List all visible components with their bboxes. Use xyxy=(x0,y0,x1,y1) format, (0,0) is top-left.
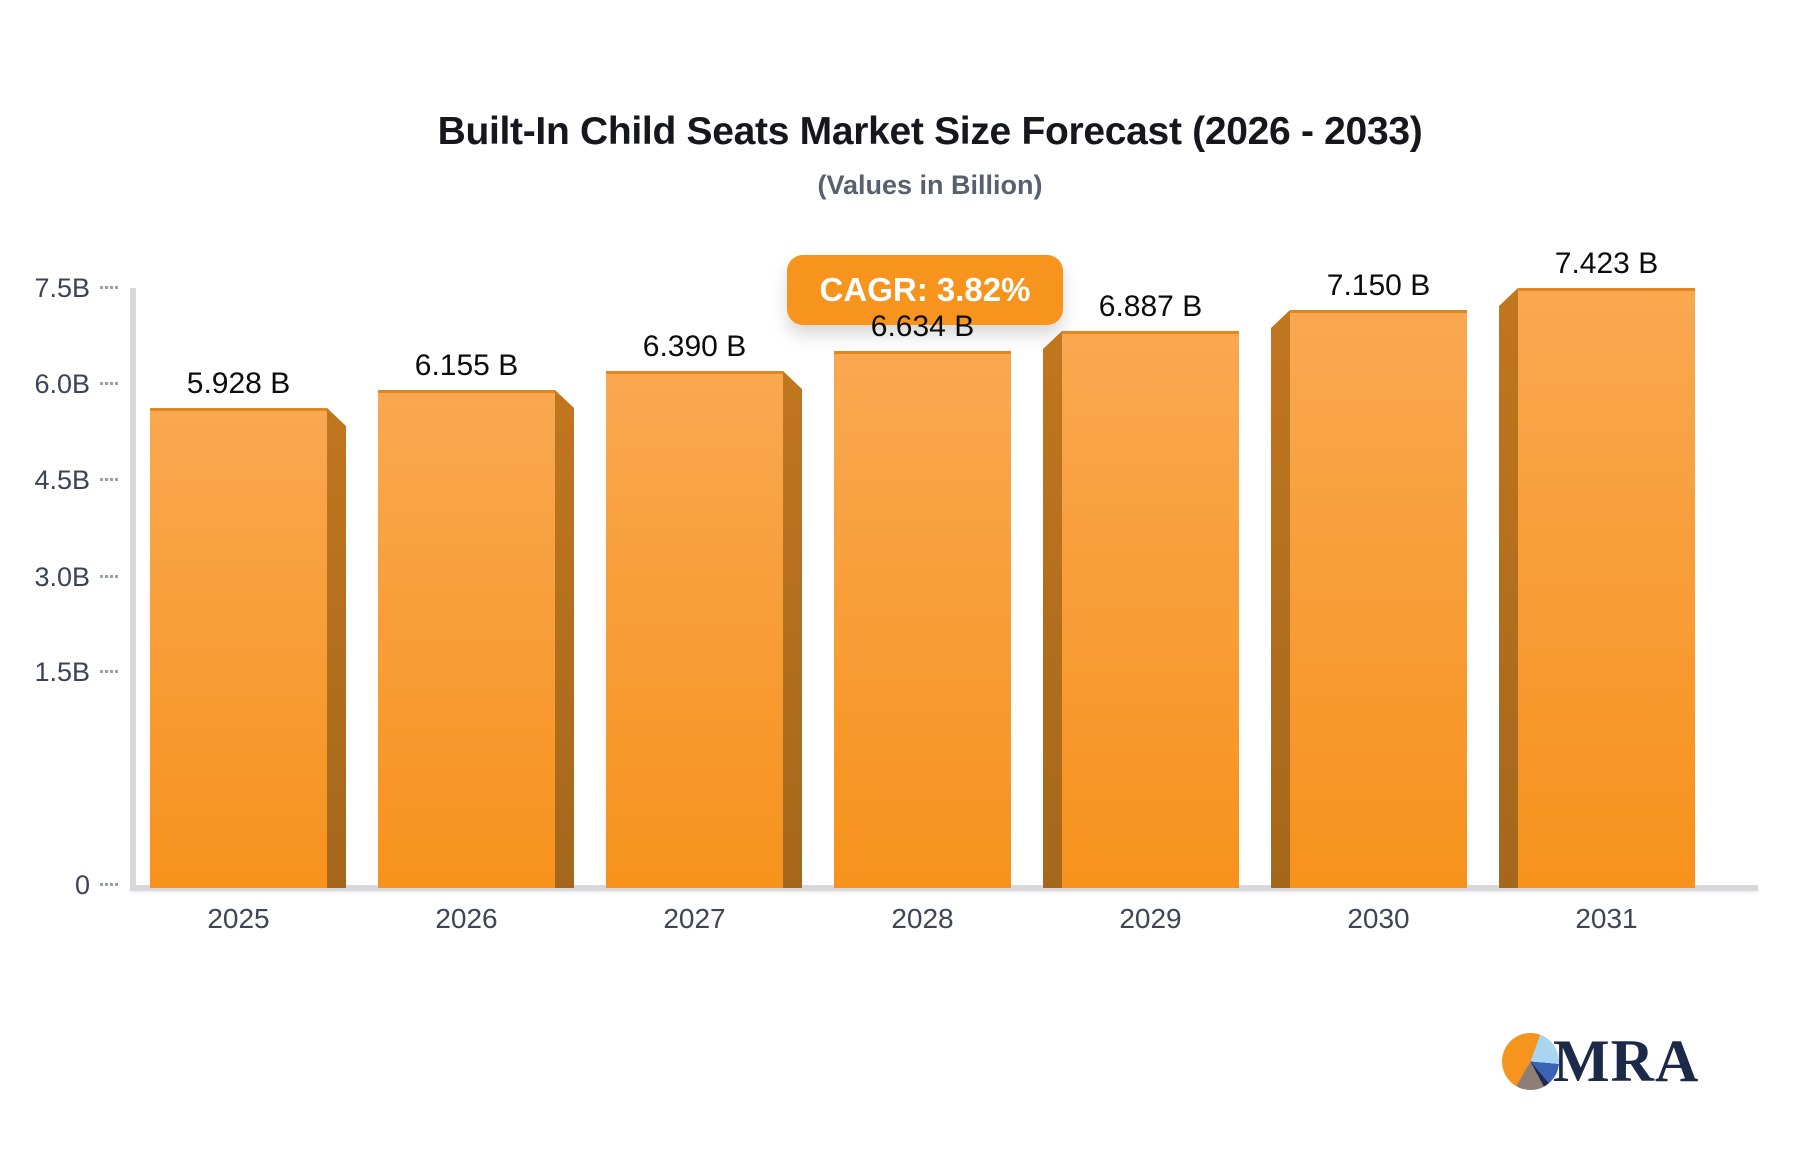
y-tick-dash xyxy=(100,883,119,886)
bar-side-face xyxy=(1271,310,1290,888)
x-axis-baseline xyxy=(130,885,1758,891)
bar-value-label: 6.887 B xyxy=(1098,290,1203,323)
y-tick-dash xyxy=(100,670,119,673)
logo-text: MRA xyxy=(1553,1028,1700,1094)
y-tick-dash xyxy=(100,382,119,385)
y-tick-label: 0 xyxy=(74,870,90,900)
bar-side-face xyxy=(327,408,346,888)
bar-value-label: 6.634 B xyxy=(870,310,975,343)
bar-2029 xyxy=(1062,331,1239,888)
bar-value-label: 5.928 B xyxy=(186,367,291,400)
bar-2030 xyxy=(1290,310,1467,888)
x-axis-label: 2025 xyxy=(207,903,270,934)
bar-2027 xyxy=(606,371,783,888)
logo-pie-icon xyxy=(1502,1033,1559,1090)
bar-value-label: 7.423 B xyxy=(1554,247,1659,280)
bar-value-label: 6.155 B xyxy=(414,349,519,382)
cagr-badge: CAGR: 3.82% xyxy=(787,255,1063,325)
x-axis-label: 2028 xyxy=(891,903,954,934)
x-axis-label: 2027 xyxy=(663,903,726,934)
chart-title: Built-In Child Seats Market Size Forecas… xyxy=(437,110,1423,153)
y-tick-label: 4.5B xyxy=(34,465,90,495)
bar-2028 xyxy=(834,351,1011,888)
logo: MRA xyxy=(1502,1028,1700,1094)
y-tick-label: 1.5B xyxy=(34,657,90,687)
bar-side-face xyxy=(1499,288,1518,888)
x-axis-label: 2030 xyxy=(1347,903,1410,934)
x-axis-label: 2026 xyxy=(435,903,498,934)
bar-2031 xyxy=(1518,288,1695,888)
bar-2025 xyxy=(150,408,327,888)
bar-value-label: 7.150 B xyxy=(1326,269,1431,302)
y-tick-label: 7.5B xyxy=(34,273,90,303)
bar-2026 xyxy=(378,390,555,888)
y-tick-dash xyxy=(100,575,119,578)
y-tick-dash xyxy=(100,286,119,289)
bar-value-label: 6.390 B xyxy=(642,330,747,363)
bar-side-face xyxy=(783,371,802,888)
x-axis-label: 2031 xyxy=(1575,903,1638,934)
x-axis-label: 2029 xyxy=(1119,903,1182,934)
y-tick-label: 3.0B xyxy=(34,562,90,592)
y-axis-line xyxy=(130,288,136,888)
y-tick-dash xyxy=(100,478,119,481)
bar-side-face xyxy=(1043,331,1062,888)
bar-side-face xyxy=(555,390,574,888)
chart-subtitle: (Values in Billion) xyxy=(817,170,1043,200)
y-tick-label: 6.0B xyxy=(34,369,90,399)
